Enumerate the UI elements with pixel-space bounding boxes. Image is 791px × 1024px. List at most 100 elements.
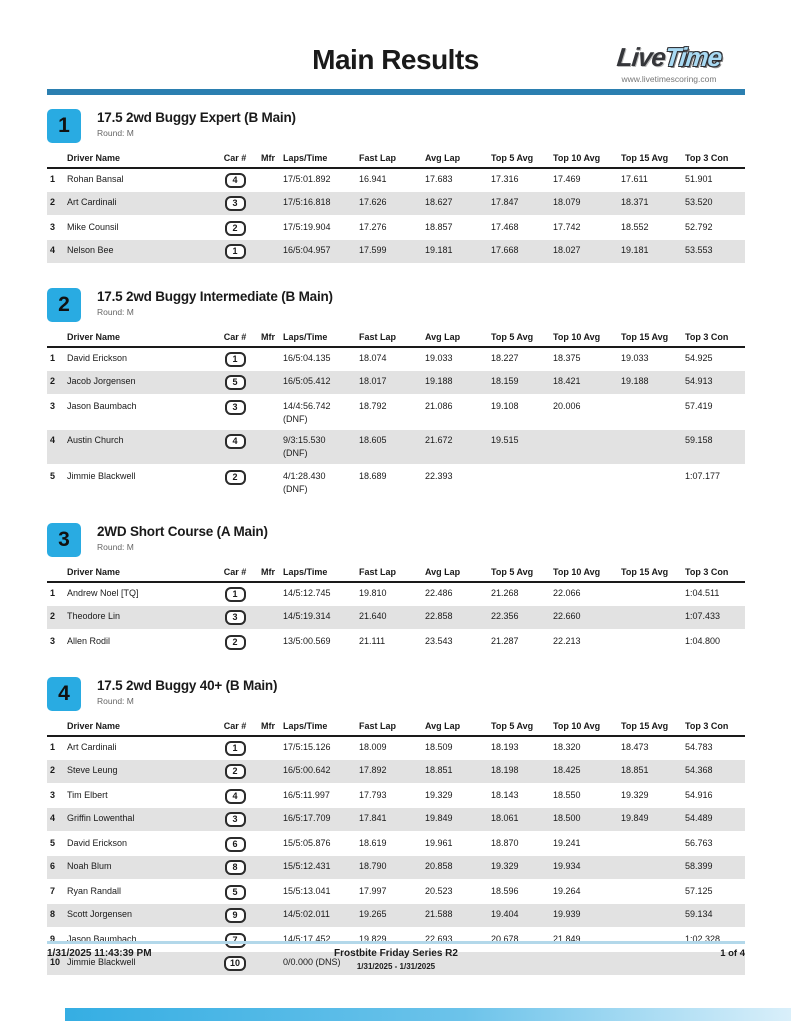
laps-time-cell: 16/5:17.709 — [283, 808, 359, 833]
car-number-badge: 3 — [224, 812, 246, 828]
mfr-cell — [255, 240, 283, 264]
fast-lap-cell: 18.792 — [359, 401, 387, 411]
mfr-cell — [255, 832, 283, 856]
column-header: Mfr — [255, 564, 283, 584]
driver-name-cell: Andrew Noel [TQ] — [67, 588, 139, 599]
laps-time-value: 14/4:56.742 — [283, 401, 331, 411]
logo-live-text: Live — [615, 42, 667, 72]
position-cell: 1 — [50, 174, 56, 184]
driver-name-cell: Art Cardinali — [67, 192, 217, 216]
result-row: 2 Jacob Jorgensen 5 16/5:05.412 18.017 19.188… — [47, 371, 745, 395]
avg-lap-cell: 21.588 — [425, 904, 491, 929]
car-number-badge: 8 — [224, 860, 246, 876]
column-header: Fast Lap — [359, 150, 425, 169]
column-header: Top 3 Con — [685, 718, 745, 738]
top3-con-cell: 54.925 — [685, 353, 713, 363]
car-number-cell: 4 — [217, 784, 255, 808]
column-header: Top 3 Con — [685, 564, 745, 584]
avg-lap-cell: 18.509 — [425, 742, 453, 753]
top10-avg-cell — [553, 952, 621, 977]
result-row: 4 Nelson Bee 1 16/5:04.957 17.599 19.181 17.66… — [47, 240, 745, 264]
laps-time-value: 0/0.000 (DNS) — [283, 957, 341, 968]
section-titles: 17.5 2wd Buggy Expert (B Main) Round: M — [97, 109, 296, 138]
mfr-cell — [255, 630, 283, 654]
section-header: 4 17.5 2wd Buggy 40+ (B Main) Round: M — [47, 677, 745, 712]
car-number-cell: 2 — [217, 465, 255, 500]
top3-con-cell: 54.489 — [685, 808, 745, 833]
avg-lap-cell: 19.849 — [425, 808, 491, 833]
top5-avg-cell: 17.847 — [491, 192, 553, 216]
mfr-cell — [255, 760, 283, 785]
fast-lap-cell: 18.009 — [359, 742, 387, 753]
position-cell: 6 — [47, 856, 67, 881]
fast-lap-cell: 18.790 — [359, 856, 425, 881]
driver-name-cell: Jacob Jorgensen — [67, 371, 217, 395]
top3-con-cell: 53.553 — [685, 240, 745, 264]
laps-time-value: 16/5:04.957 — [283, 245, 331, 255]
top5-avg-cell: 17.316 — [491, 174, 519, 184]
top3-con-cell: 54.913 — [685, 371, 745, 395]
avg-lap-cell: 22.393 — [425, 471, 453, 482]
result-row: 2 Theodore Lin 3 14/5:19.314 21.640 22.858 22.… — [47, 606, 745, 631]
laps-time-value: 17/5:01.892 — [283, 174, 331, 184]
car-number-badge: 3 — [224, 196, 246, 211]
position-cell: 9 — [50, 934, 56, 945]
top5-avg-cell: 19.108 — [491, 401, 519, 411]
laps-time-cell: 0/0.000 (DNS) — [283, 952, 359, 977]
top5-avg-cell: 21.268 — [491, 588, 519, 599]
avg-lap-cell: 20.858 — [425, 856, 491, 881]
top10-avg-cell: 18.079 — [553, 192, 621, 216]
driver-name-cell: David Erickson — [67, 353, 128, 363]
results-table-body: 1 Rohan Bansal 4 17/5:01.892 16.941 17.683 17.… — [47, 168, 745, 264]
laps-time-value: 16/5:04.135 — [283, 353, 331, 363]
car-number-badge: 10 — [223, 956, 246, 972]
avg-lap-cell: 22.486 — [425, 588, 453, 599]
top5-avg-cell: 18.193 — [491, 742, 519, 753]
section-number-badge: 1 — [47, 109, 81, 143]
car-number-badge: 3 — [224, 610, 246, 626]
car-number-cell: 9 — [217, 904, 255, 929]
result-row: 5 David Erickson 6 15/5:05.876 18.619 19.961 1… — [47, 832, 745, 856]
livetime-logo-text: LiveTime — [615, 42, 722, 73]
car-number-badge: 4 — [224, 789, 246, 805]
top5-avg-cell: 19.515 — [491, 430, 553, 466]
driver-name-cell: Noah Blum — [67, 856, 217, 881]
top5-avg-cell: 21.287 — [491, 636, 519, 647]
fast-lap-cell: 17.276 — [359, 222, 387, 232]
dnf-note: (DNF) — [283, 448, 308, 459]
laps-time-cell: 15/5:13.041 — [283, 880, 359, 904]
position-cell: 7 — [50, 886, 56, 897]
column-header: Mfr — [255, 718, 283, 738]
print-timestamp: 1/31/2025 11:43:39 PM — [47, 948, 152, 959]
car-number-badge: 1 — [224, 741, 246, 757]
avg-lap-cell: 19.329 — [425, 790, 453, 801]
laps-time-cell: 9/3:15.530 (DNF) — [283, 430, 359, 466]
car-number-cell: 7 — [217, 928, 255, 952]
top5-avg-cell: 18.159 — [491, 371, 553, 395]
result-row: 3 Jason Baumbach 3 14/4:56.742 (DNF) 18.792 21… — [47, 395, 745, 430]
driver-name-cell: Allen Rodil — [67, 636, 111, 647]
avg-lap-cell: 18.857 — [425, 222, 453, 232]
car-number-badge: 5 — [224, 375, 246, 390]
results-table-body: 1 Andrew Noel [TQ] 1 14/5:12.745 19.810 22.48… — [47, 582, 745, 654]
results-table-head: Driver Name Car # Mfr Laps/Time Fast Lap Avg … — [47, 564, 745, 584]
car-number-badge: 2 — [224, 470, 246, 486]
top3-con-cell: 59.158 — [685, 430, 745, 466]
car-number-cell: 3 — [217, 808, 255, 833]
result-row: 1 Andrew Noel [TQ] 1 14/5:12.745 19.810 22.48… — [47, 582, 745, 606]
results-table-body: 1 David Erickson 1 16/5:04.135 18.074 19.033 1… — [47, 347, 745, 500]
laps-time-cell: 16/5:04.135 — [283, 347, 359, 371]
column-header: Avg Lap — [425, 718, 491, 738]
top10-avg-cell: 18.500 — [553, 808, 621, 833]
result-row: 1 Art Cardinali 1 17/5:15.126 18.009 18.509 18… — [47, 736, 745, 760]
column-header: Mfr — [255, 329, 283, 348]
top15-avg-cell: 18.371 — [621, 192, 685, 216]
section-number-badge: 3 — [47, 523, 81, 558]
laps-time-cell: 14/4:56.742 (DNF) — [283, 395, 359, 430]
top5-avg-cell: 18.596 — [491, 886, 519, 897]
laps-time-cell: 17/5:19.904 — [283, 216, 359, 240]
top3-con-cell: 51.901 — [685, 174, 713, 184]
position-cell: 1 — [50, 353, 56, 363]
driver-name-cell: David Erickson — [67, 838, 128, 849]
mfr-cell — [255, 880, 283, 904]
